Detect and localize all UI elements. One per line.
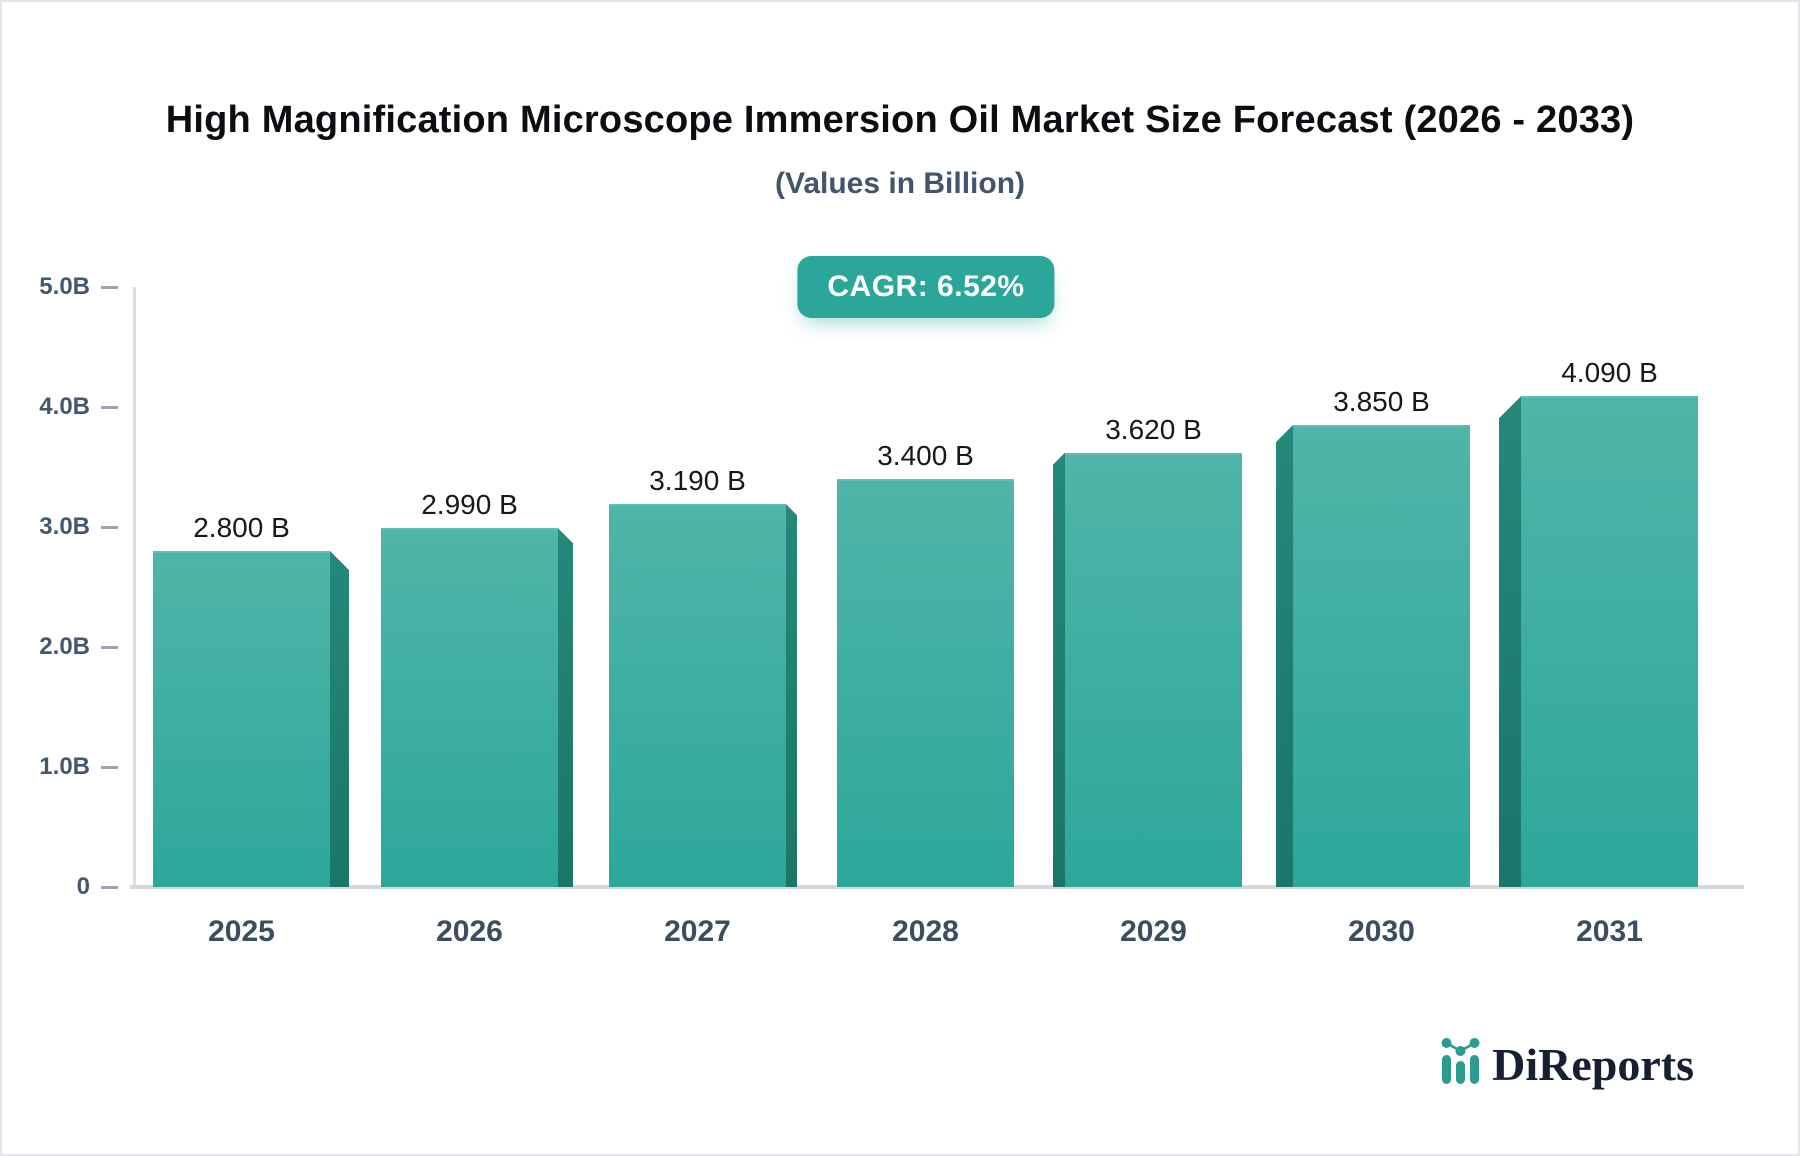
bar-value-label: 3.850 B — [1333, 386, 1430, 417]
bar-3d-side — [1276, 425, 1293, 887]
bar-3d-side — [558, 528, 573, 887]
bar-value-label: 3.620 B — [1105, 413, 1202, 445]
bar-2025 — [153, 551, 330, 887]
bar-3d-side — [786, 504, 797, 887]
y-tick-mark — [101, 885, 118, 889]
bar-value-label: 4.090 B — [1561, 357, 1658, 389]
x-axis-label-2030: 2030 — [1348, 915, 1415, 948]
y-axis-line — [133, 287, 136, 887]
chart-title: High Magnification Microscope Immersion … — [165, 99, 1635, 141]
bar-2028 — [837, 479, 1014, 887]
y-tick-label: 1.0B — [39, 753, 90, 780]
bar-value-label: 3.400 B — [877, 440, 974, 471]
bar-value-label: 2.800 B — [193, 512, 290, 543]
x-axis-label-2028: 2028 — [892, 915, 959, 948]
direports-logo: DiReports — [1438, 1030, 1694, 1088]
y-tick-mark — [101, 285, 118, 289]
y-tick-label: 0 — [76, 873, 90, 900]
logo-text: DiReports — [1492, 1039, 1694, 1090]
cagr-badge: CAGR: 6.52% — [797, 256, 1055, 318]
bar-2030 — [1293, 425, 1470, 887]
bar-value-label: 2.990 B — [421, 489, 518, 521]
bar-3d-side — [1053, 452, 1065, 887]
y-tick-label: 5.0B — [39, 273, 90, 300]
y-tick-mark — [101, 405, 118, 409]
x-axis-label-2025: 2025 — [208, 915, 275, 948]
y-tick-label: 4.0B — [39, 393, 90, 420]
bar-3d-side — [330, 551, 349, 887]
y-tick-mark — [101, 525, 118, 529]
y-tick-mark — [101, 765, 118, 769]
y-tick-label: 2.0B — [39, 633, 90, 660]
bar-2031 — [1521, 396, 1698, 887]
chart-subtitle: (Values in Billion) — [774, 167, 1026, 200]
bar-2029 — [1065, 452, 1242, 887]
x-axis-label-2027: 2027 — [664, 915, 731, 948]
bar-value-label: 3.190 B — [649, 465, 746, 497]
bar-3d-side — [1499, 396, 1521, 887]
y-tick-label: 3.0B — [39, 513, 90, 540]
mini-bar-chart-logo-icon — [1441, 1038, 1480, 1084]
x-axis-label-2029: 2029 — [1120, 915, 1187, 948]
x-axis-baseline — [130, 885, 1744, 889]
y-tick-mark — [101, 645, 118, 649]
bar-2026 — [381, 528, 558, 887]
x-axis-label-2026: 2026 — [436, 915, 503, 948]
x-axis-label-2031: 2031 — [1576, 915, 1643, 948]
bar-2027 — [609, 504, 786, 887]
